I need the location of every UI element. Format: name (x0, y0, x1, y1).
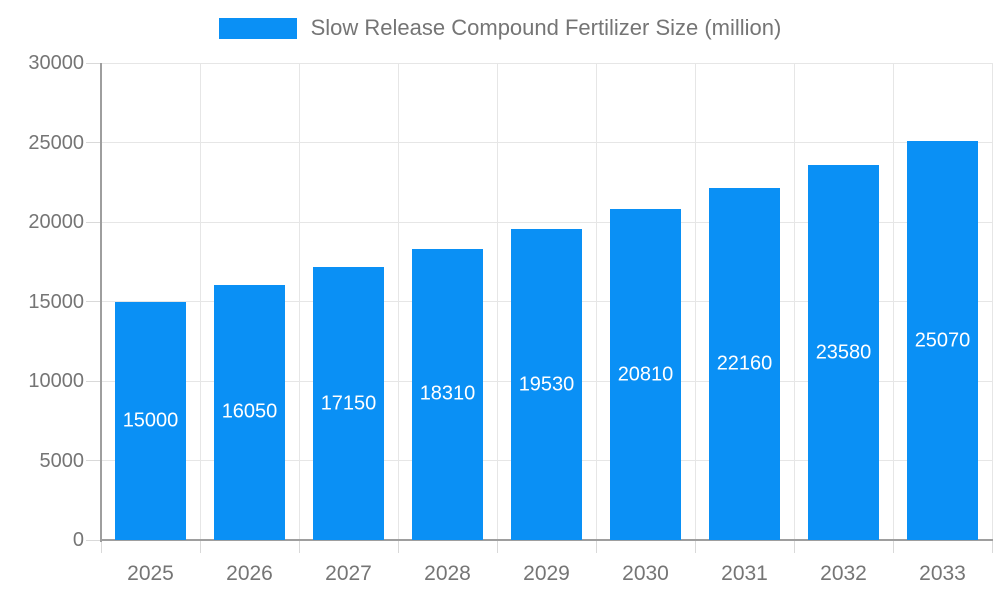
x-axis-tick (595, 540, 597, 553)
bar[interactable]: 17150 (313, 267, 384, 540)
bar-value-label: 16050 (221, 400, 278, 423)
gridline-vertical (892, 63, 894, 540)
bar[interactable]: 25070 (907, 141, 978, 540)
bar-value-label: 17150 (320, 392, 377, 415)
x-axis-tick (100, 540, 102, 553)
bar[interactable]: 22160 (709, 187, 780, 540)
x-axis-label: 2031 (721, 562, 768, 585)
y-axis-label: 25000 (28, 131, 84, 154)
y-axis-label: 5000 (39, 449, 85, 472)
x-axis-tick (496, 540, 498, 553)
bar[interactable]: 16050 (214, 284, 285, 540)
y-axis-label: 15000 (28, 290, 84, 313)
bar[interactable]: 20810 (610, 209, 681, 540)
x-axis-label: 2026 (226, 562, 273, 585)
y-axis-tick (86, 221, 101, 223)
x-axis-label: 2033 (919, 562, 966, 585)
bar-value-label: 15000 (122, 409, 179, 432)
bar-value-label: 20810 (617, 363, 674, 386)
gridline-vertical (595, 63, 597, 540)
legend-item[interactable]: Slow Release Compound Fertilizer Size (m… (218, 15, 782, 41)
x-axis-label: 2032 (820, 562, 867, 585)
y-axis-tick (86, 539, 101, 541)
x-axis-label: 2030 (622, 562, 669, 585)
gridline-vertical (496, 63, 498, 540)
gridline-vertical (199, 63, 201, 540)
gridline-horizontal (101, 142, 992, 143)
gridline-vertical (694, 63, 696, 540)
y-axis-tick (86, 62, 101, 64)
bar-value-label: 22160 (716, 352, 773, 375)
x-axis-label: 2027 (325, 562, 372, 585)
bar-value-label: 19530 (518, 373, 575, 396)
bar-value-label: 18310 (419, 382, 476, 405)
y-axis-tick (86, 142, 101, 143)
bar[interactable]: 15000 (115, 301, 186, 540)
x-axis-label: 2025 (127, 562, 174, 585)
legend-label: Slow Release Compound Fertilizer Size (m… (310, 15, 782, 40)
x-axis-tick (991, 540, 993, 553)
y-axis-label: 0 (72, 529, 84, 551)
y-axis-label: 30000 (28, 52, 84, 74)
x-axis-label: 2028 (424, 562, 471, 585)
bar[interactable]: 19530 (511, 229, 582, 540)
x-axis-tick (694, 540, 696, 553)
x-axis-tick (199, 540, 201, 553)
bar-value-label: 25070 (914, 329, 971, 352)
x-axis-tick (793, 540, 795, 553)
y-axis-label: 10000 (28, 370, 84, 392)
x-axis-tick (298, 540, 300, 553)
y-axis-label: 20000 (28, 211, 84, 233)
y-axis-tick (86, 380, 101, 382)
gridline-horizontal (101, 221, 992, 223)
legend-swatch-icon (218, 17, 297, 39)
gridline-vertical (793, 63, 795, 540)
legend: Slow Release Compound Fertilizer Size (m… (0, 15, 1000, 41)
bar[interactable]: 23580 (808, 165, 879, 540)
y-axis-tick (86, 460, 101, 461)
x-axis-label: 2029 (523, 562, 570, 585)
gridline-vertical (991, 63, 993, 540)
y-axis-tick (86, 301, 101, 302)
gridline-vertical (397, 63, 399, 540)
y-axis-line (100, 63, 102, 542)
x-axis-tick (397, 540, 399, 553)
bar-value-label: 23580 (815, 341, 872, 364)
gridline-vertical (298, 63, 300, 540)
x-axis-line (100, 539, 993, 541)
gridline-horizontal (101, 62, 992, 64)
bar[interactable]: 18310 (412, 248, 483, 540)
x-axis-tick (892, 540, 894, 553)
